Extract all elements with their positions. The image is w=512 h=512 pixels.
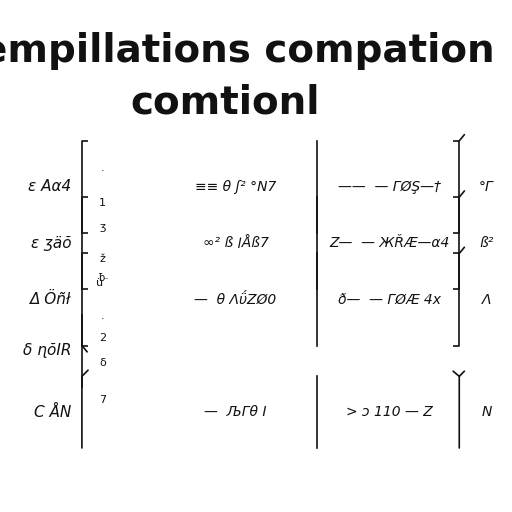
Text: Δ Öñł: Δ Öñł — [30, 292, 72, 307]
Text: Z—  — ЖŘÆ—α4: Z— — ЖŘÆ—α4 — [329, 236, 450, 250]
Text: —  θ ΛΰΖØ0: — θ ΛΰΖØ0 — [195, 292, 276, 307]
Text: 2: 2 — [99, 333, 106, 343]
Text: Fempillations compation: Fempillations compation — [0, 32, 495, 70]
Text: ≡≡ θ ʃ² °N7: ≡≡ θ ʃ² °N7 — [195, 180, 276, 194]
Text: > ɔ 110 — Z: > ɔ 110 — Z — [346, 405, 433, 419]
Text: 7: 7 — [99, 395, 106, 404]
Text: comtionl: comtionl — [131, 83, 320, 121]
Text: —  ЉΓθ I: — ЉΓθ I — [204, 405, 267, 419]
Text: ð—  — ΓØÆ 4х: ð— — ΓØÆ 4х — [337, 292, 441, 307]
Text: N: N — [481, 405, 492, 419]
Text: Λ: Λ — [482, 292, 491, 307]
Text: ʒ: ʒ — [99, 222, 105, 232]
Text: ü¨: ü¨ — [96, 279, 109, 288]
Text: ——  — ΓØŞ—†: —— — ΓØŞ—† — [337, 180, 441, 194]
Text: ε Aα4: ε Aα4 — [29, 179, 72, 195]
Text: ƀ: ƀ — [99, 273, 105, 283]
Text: C ÅN: C ÅN — [34, 404, 72, 420]
Text: δ ɳŏIR: δ ɳŏIR — [23, 343, 72, 358]
Text: °Γ: °Γ — [479, 180, 494, 194]
Text: ·: · — [100, 166, 104, 176]
Text: 1: 1 — [99, 198, 106, 208]
Text: ß²: ß² — [479, 236, 494, 250]
Text: .: . — [100, 311, 104, 321]
Text: ž: ž — [99, 254, 105, 264]
Text: ε ʒäŏ: ε ʒäŏ — [31, 236, 72, 251]
Text: ∞² ß ׀Åß7: ∞² ß ׀Åß7 — [203, 236, 268, 250]
Text: δ: δ — [99, 358, 106, 368]
